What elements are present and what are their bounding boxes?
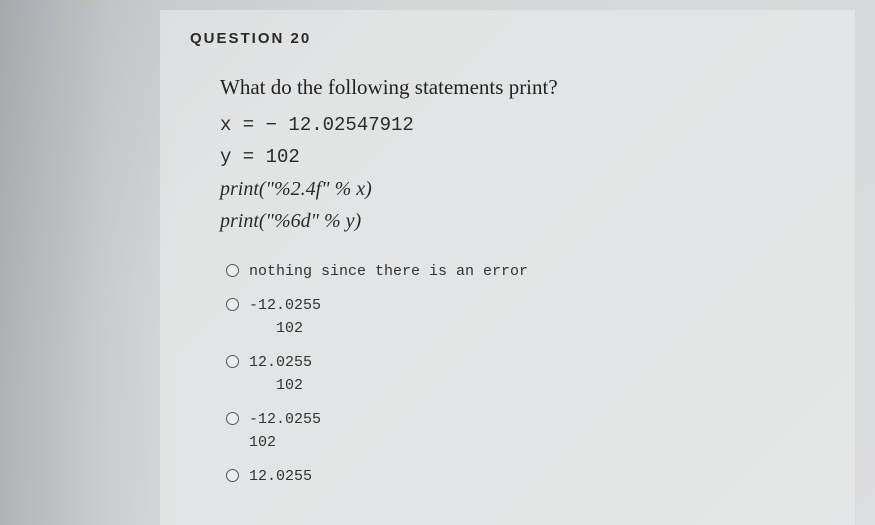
question-container: QUESTION 20 What do the following statem… [160,10,855,525]
option-text: 12.0255 [249,466,312,489]
radio-icon[interactable] [226,355,239,368]
radio-icon[interactable] [226,264,239,277]
answer-option[interactable]: nothing since there is an error [226,261,825,284]
answer-option[interactable]: -12.0255 102 [226,409,825,454]
option-text: nothing since there is an error [249,261,528,284]
option-text: -12.0255 102 [249,409,321,454]
answer-option[interactable]: 12.0255 [226,466,825,489]
code-line: print("%6d" % y) [220,205,825,237]
radio-icon[interactable] [226,298,239,311]
page-shadow [0,0,180,525]
answer-options: nothing since there is an error -12.0255… [220,261,825,489]
code-text: x = − 12.02547912 [220,114,414,136]
radio-icon[interactable] [226,412,239,425]
code-text: print("%6d" % y) [220,210,361,232]
option-text: -12.0255 102 [249,295,321,340]
option-text: 12.0255 102 [249,352,312,397]
answer-option[interactable]: 12.0255 102 [226,352,825,397]
code-line: x = − 12.02547912 [220,108,825,140]
question-body: What do the following statements print? … [190,75,825,489]
code-text: print("%2.4f" % x) [220,178,372,200]
code-line: print("%2.4f" % x) [220,173,825,205]
code-line: y = 102 [220,140,825,172]
radio-icon[interactable] [226,469,239,482]
code-text: y = 102 [220,146,300,168]
question-prompt: What do the following statements print? [220,75,825,100]
answer-option[interactable]: -12.0255 102 [226,295,825,340]
question-header: QUESTION 20 [190,30,825,47]
